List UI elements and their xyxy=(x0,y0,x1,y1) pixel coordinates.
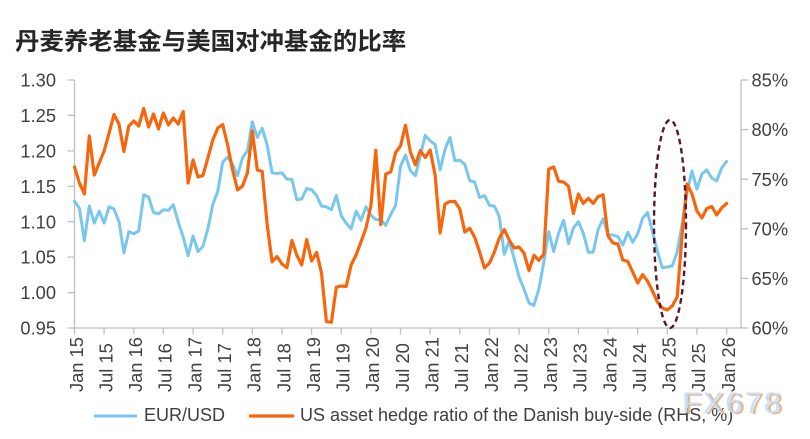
svg-text:Jul 21: Jul 21 xyxy=(451,343,472,392)
svg-text:1.10: 1.10 xyxy=(20,211,56,232)
svg-text:Jan 15: Jan 15 xyxy=(66,337,87,392)
svg-text:Jan 24: Jan 24 xyxy=(599,337,620,392)
svg-text:1.00: 1.00 xyxy=(20,282,56,303)
svg-text:75%: 75% xyxy=(752,169,789,190)
svg-text:Jan 25: Jan 25 xyxy=(659,337,680,392)
svg-text:FX678: FX678 xyxy=(682,387,783,420)
svg-text:Jan 17: Jan 17 xyxy=(184,337,205,392)
svg-text:Jan 21: Jan 21 xyxy=(422,337,443,392)
svg-text:Jul 22: Jul 22 xyxy=(510,343,531,392)
svg-text:Jul 19: Jul 19 xyxy=(333,343,354,392)
svg-text:Jan 18: Jan 18 xyxy=(244,337,265,392)
svg-text:EUR/USD: EUR/USD xyxy=(144,405,225,425)
svg-text:Jul 16: Jul 16 xyxy=(155,343,176,392)
svg-text:Jul 25: Jul 25 xyxy=(688,343,709,392)
svg-text:60%: 60% xyxy=(752,318,789,339)
svg-text:Jan 23: Jan 23 xyxy=(540,337,561,392)
svg-text:Jan 26: Jan 26 xyxy=(718,337,739,392)
svg-text:Jan 22: Jan 22 xyxy=(481,337,502,392)
svg-text:0.95: 0.95 xyxy=(20,318,56,339)
svg-text:1.15: 1.15 xyxy=(20,176,56,197)
svg-text:1.25: 1.25 xyxy=(20,105,56,126)
svg-text:Jan 16: Jan 16 xyxy=(125,337,146,392)
svg-text:Jul 17: Jul 17 xyxy=(214,343,235,392)
svg-text:Jul 23: Jul 23 xyxy=(570,343,591,392)
svg-text:Jan 19: Jan 19 xyxy=(303,337,324,392)
svg-text:1.30: 1.30 xyxy=(20,70,56,91)
svg-text:FX678: FX678 xyxy=(685,388,786,421)
svg-text:Jul 15: Jul 15 xyxy=(95,343,116,392)
svg-text:Jul 20: Jul 20 xyxy=(392,343,413,392)
svg-text:Jul 24: Jul 24 xyxy=(629,343,650,392)
svg-text:1.05: 1.05 xyxy=(20,247,56,268)
svg-text:85%: 85% xyxy=(752,70,789,91)
svg-text:Jan 20: Jan 20 xyxy=(362,337,383,392)
svg-text:US asset hedge ratio of the Da: US asset hedge ratio of the Danish buy-s… xyxy=(300,405,733,425)
svg-text:70%: 70% xyxy=(752,218,789,239)
svg-text:1.20: 1.20 xyxy=(20,141,56,162)
svg-text:Jul 18: Jul 18 xyxy=(273,343,294,392)
svg-text:80%: 80% xyxy=(752,119,789,140)
svg-text:65%: 65% xyxy=(752,268,789,289)
